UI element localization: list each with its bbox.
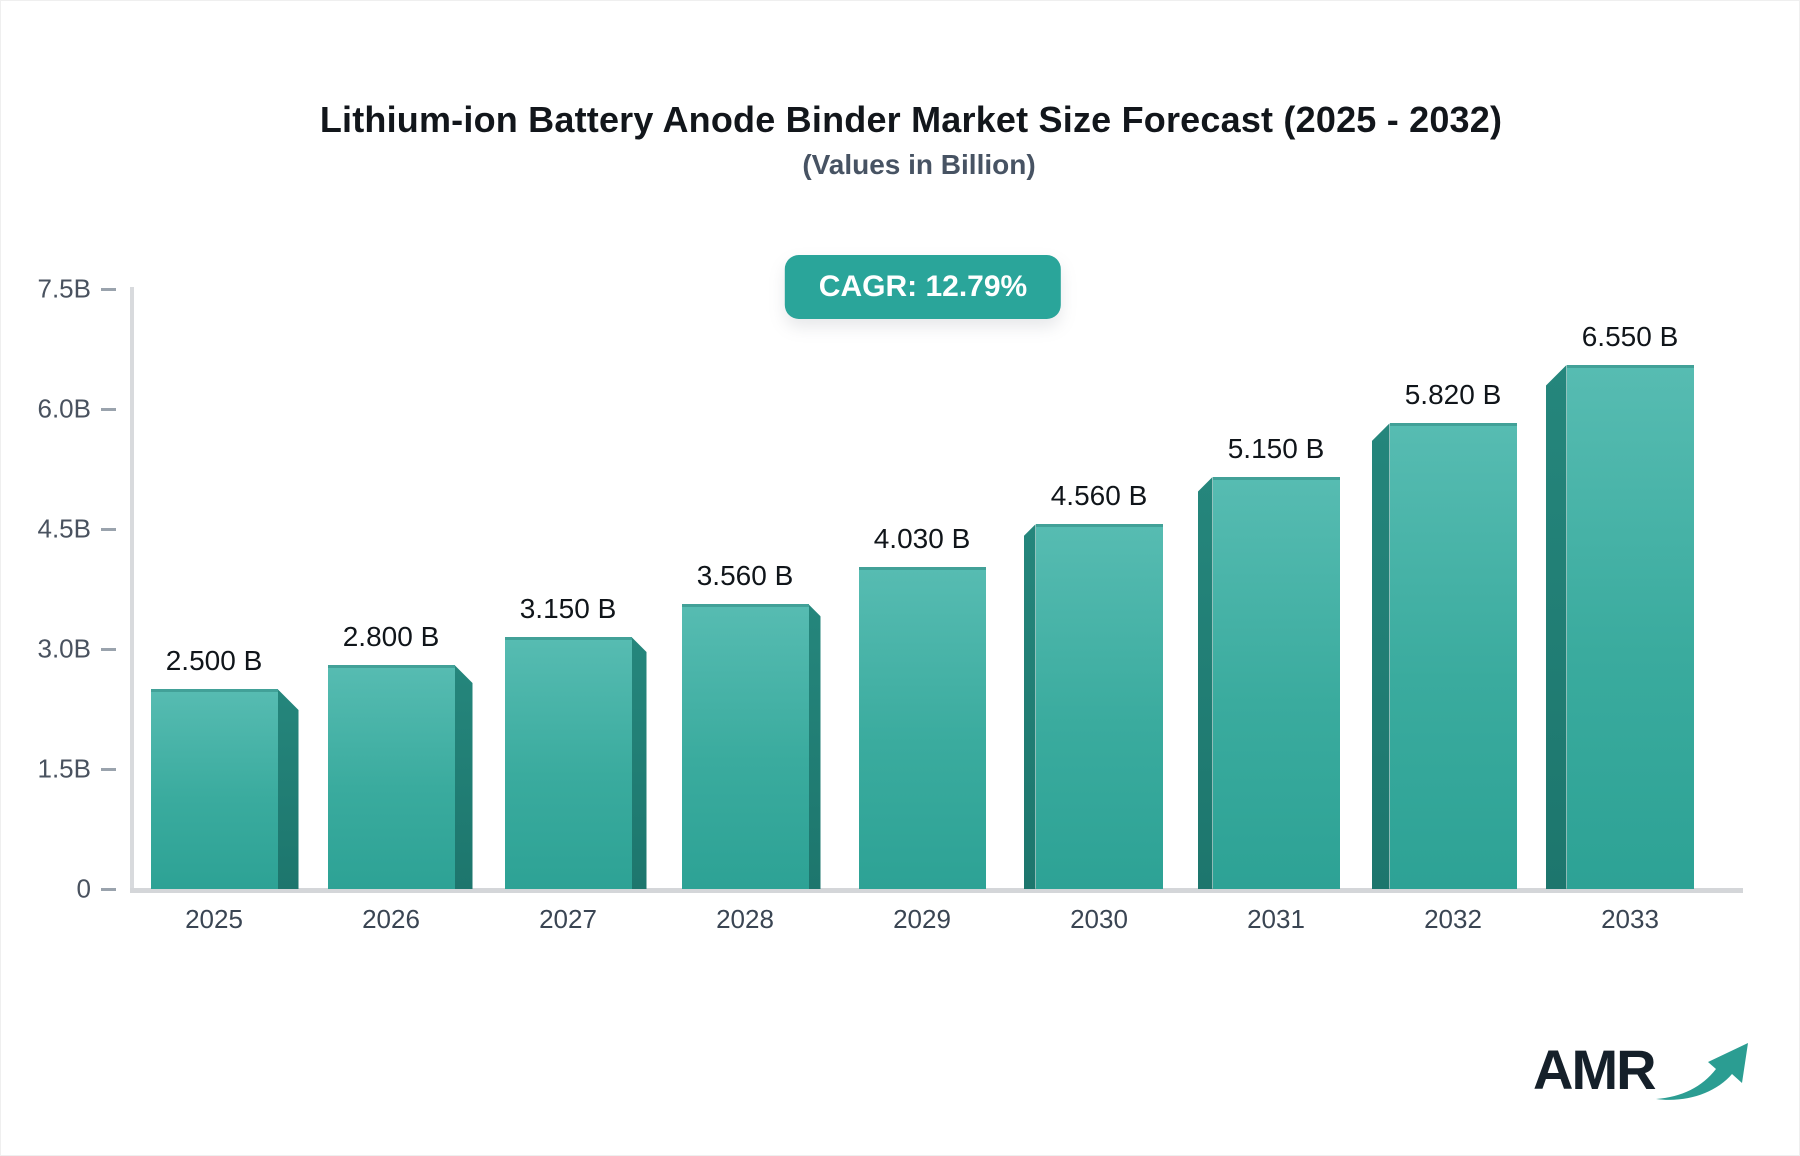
y-axis-tick xyxy=(101,528,116,531)
y-axis-tick xyxy=(101,888,116,891)
bar-value-label: 2.800 B xyxy=(342,621,440,652)
x-axis-label-2027: 2027 xyxy=(539,904,597,934)
bar-value-label: 2.500 B xyxy=(165,645,263,676)
y-axis-tick-label: 1.5B xyxy=(37,753,92,784)
amr-logo-text: AMR xyxy=(1533,1038,1657,1101)
bar-value-label: 4.030 B xyxy=(873,522,971,554)
x-axis-label-2033: 2033 xyxy=(1601,904,1659,934)
bar-side-2027 xyxy=(631,637,647,889)
bar-value-label: 5.820 B xyxy=(1404,379,1502,411)
x-axis-label-2032: 2032 xyxy=(1424,904,1482,934)
bar-side-2030 xyxy=(1023,524,1036,889)
bar-value-label: 6.550 B xyxy=(1581,321,1679,352)
y-axis-tick xyxy=(101,408,116,411)
bar-side-2025 xyxy=(277,689,299,889)
x-axis-label-2029: 2029 xyxy=(893,904,951,934)
bar-2030 xyxy=(1035,524,1163,889)
bar-2031 xyxy=(1212,477,1340,889)
bar-side-2032 xyxy=(1371,423,1390,889)
y-axis-line xyxy=(130,287,134,893)
y-axis-tick xyxy=(101,648,116,651)
growth-arrow-icon xyxy=(1656,1043,1748,1100)
y-axis-tick-label: 3.0B xyxy=(37,633,92,664)
y-axis-tick-label: 4.5B xyxy=(37,513,92,544)
bar-2028 xyxy=(681,604,809,889)
bar-2032 xyxy=(1389,423,1517,889)
chart-subtitle: (Values in Billion) xyxy=(802,149,1036,180)
y-axis-tick-label: 7.5B xyxy=(37,273,92,304)
bar-2026 xyxy=(327,665,455,889)
y-axis-tick xyxy=(101,768,116,771)
chart-title: Lithium-ion Battery Anode Binder Market … xyxy=(319,99,1503,140)
x-axis-label-2028: 2028 xyxy=(716,904,774,934)
cagr-badge: CAGR: 12.79% xyxy=(784,255,1062,319)
x-axis-label-2026: 2026 xyxy=(362,904,420,934)
x-axis-label-2025: 2025 xyxy=(185,904,243,934)
bar-value-label: 4.560 B xyxy=(1050,480,1148,512)
bar-side-2033 xyxy=(1545,365,1567,889)
bar-side-2026 xyxy=(454,665,473,889)
bar-2027 xyxy=(504,637,632,889)
y-axis-tick-label: 0 xyxy=(76,873,91,904)
x-axis-label-2031: 2031 xyxy=(1247,904,1305,934)
amr-logo: AMR xyxy=(1533,1038,1748,1111)
bar-value-label: 3.560 B xyxy=(696,560,794,592)
x-axis-baseline xyxy=(130,888,1743,893)
bar-side-2031 xyxy=(1197,477,1213,889)
bar-2025 xyxy=(150,689,278,889)
bar-side-2028 xyxy=(808,604,821,889)
bar-value-label: 5.150 B xyxy=(1227,433,1325,464)
bar-value-label: 3.150 B xyxy=(519,593,617,624)
y-axis-tick-label: 6.0B xyxy=(37,393,92,424)
bar-2029 xyxy=(858,566,986,889)
bar-2033 xyxy=(1566,365,1694,889)
x-axis-label-2030: 2030 xyxy=(1070,904,1128,934)
y-axis-tick xyxy=(101,288,116,291)
